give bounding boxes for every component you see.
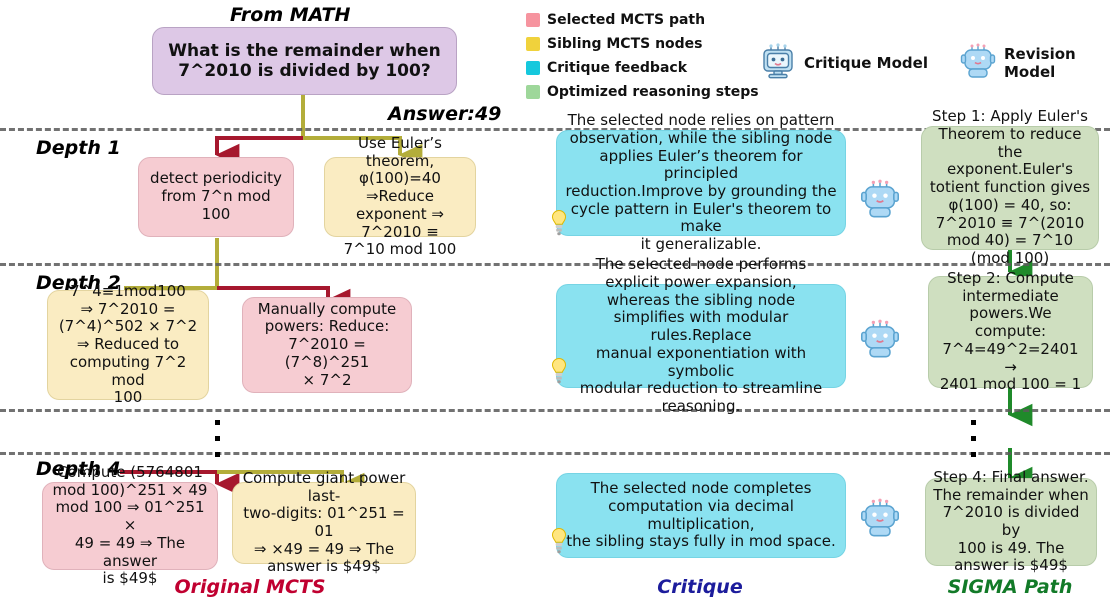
legend-swatch xyxy=(526,85,540,99)
legend-label: Optimized reasoning steps xyxy=(547,84,759,100)
legend-item-sibling: Sibling MCTS nodes xyxy=(526,36,703,52)
depth2-sibling-node: 7^4≡1mod100 ⇒ 7^2010 = (7^4)^502 × 7^2 ⇒… xyxy=(47,282,209,406)
legend-label: Selected MCTS path xyxy=(547,12,706,28)
depth4-critique-robot-icon xyxy=(860,497,900,537)
legend-item-selected: Selected MCTS path xyxy=(526,12,705,28)
vertical-ellipsis-left xyxy=(215,420,220,468)
depth-separator-2 xyxy=(0,263,1110,266)
depth-label-4: Depth 4 xyxy=(36,458,121,480)
depth2-selected-node: Manually compute powers: Reduce: 7^2010 … xyxy=(242,297,412,393)
depth1-sibling-node: Use Euler’s theorem, φ(100)=40 ⇒Reduce e… xyxy=(324,134,476,258)
lightbulb-icon xyxy=(549,527,569,555)
revision-robot-icon xyxy=(960,42,996,84)
lightbulb-icon xyxy=(549,209,569,237)
depth2-optimized-box: Step 2: Compute intermediate powers.We c… xyxy=(928,269,1093,393)
depth-label-1: Depth 1 xyxy=(36,137,121,159)
depth-separator-4 xyxy=(0,452,1110,455)
depth1-selected-node: detect periodicity from 7^n mod 100 xyxy=(138,157,294,237)
lightbulb-icon xyxy=(549,357,569,385)
legend-swatch xyxy=(526,37,540,51)
depth2-critique-robot-icon xyxy=(860,318,900,358)
answer-label: Answer:49 xyxy=(388,103,502,125)
depth4-selected-node: Compute (5764801 mod 100)^251 × 49 mod 1… xyxy=(42,463,218,587)
depth4-critique-box: The selected node completes computation … xyxy=(556,473,846,558)
legend-model-label: Critique Model xyxy=(804,54,928,72)
column-label-original-mcts: Original MCTS xyxy=(174,576,326,598)
depth1-critique-box: The selected node relies on pattern obse… xyxy=(556,111,846,253)
depth-separator-1 xyxy=(0,128,1110,131)
depth-label-2: Depth 2 xyxy=(36,272,121,294)
question-box: What is the remainder when 7^2010 is div… xyxy=(152,27,457,95)
depth1-optimized-box: Step 1: Apply Euler's Theorem to reduce … xyxy=(921,108,1099,267)
depth4-optimized-box: Step 4: Final answer. The remainder when… xyxy=(925,468,1097,574)
legend-model-label: Revision Model xyxy=(1004,45,1076,81)
legend-model-critique: Critique Model xyxy=(760,42,928,84)
legend-label: Critique feedback xyxy=(547,60,688,76)
depth2-critique-box: The selected node performs explicit powe… xyxy=(556,256,846,415)
legend-model-revision: Revision Model xyxy=(960,42,1110,84)
legend-item-critique: Critique feedback xyxy=(526,60,687,76)
depth-separator-3 xyxy=(0,409,1110,412)
vertical-ellipsis-right xyxy=(971,420,976,468)
source-label: From MATH xyxy=(230,4,351,26)
legend-swatch xyxy=(526,13,540,27)
legend-swatch xyxy=(526,61,540,75)
critique-robot-icon xyxy=(760,42,796,84)
depth1-critique-robot-icon xyxy=(860,178,900,218)
column-label-critique: Critique xyxy=(657,576,743,598)
column-label-sigma-path: SIGMA Path xyxy=(947,576,1073,598)
legend-item-optimized: Optimized reasoning steps xyxy=(526,84,759,100)
depth4-sibling-node: Compute giant power last- two-digits: 01… xyxy=(232,469,416,575)
legend-label: Sibling MCTS nodes xyxy=(547,36,703,52)
